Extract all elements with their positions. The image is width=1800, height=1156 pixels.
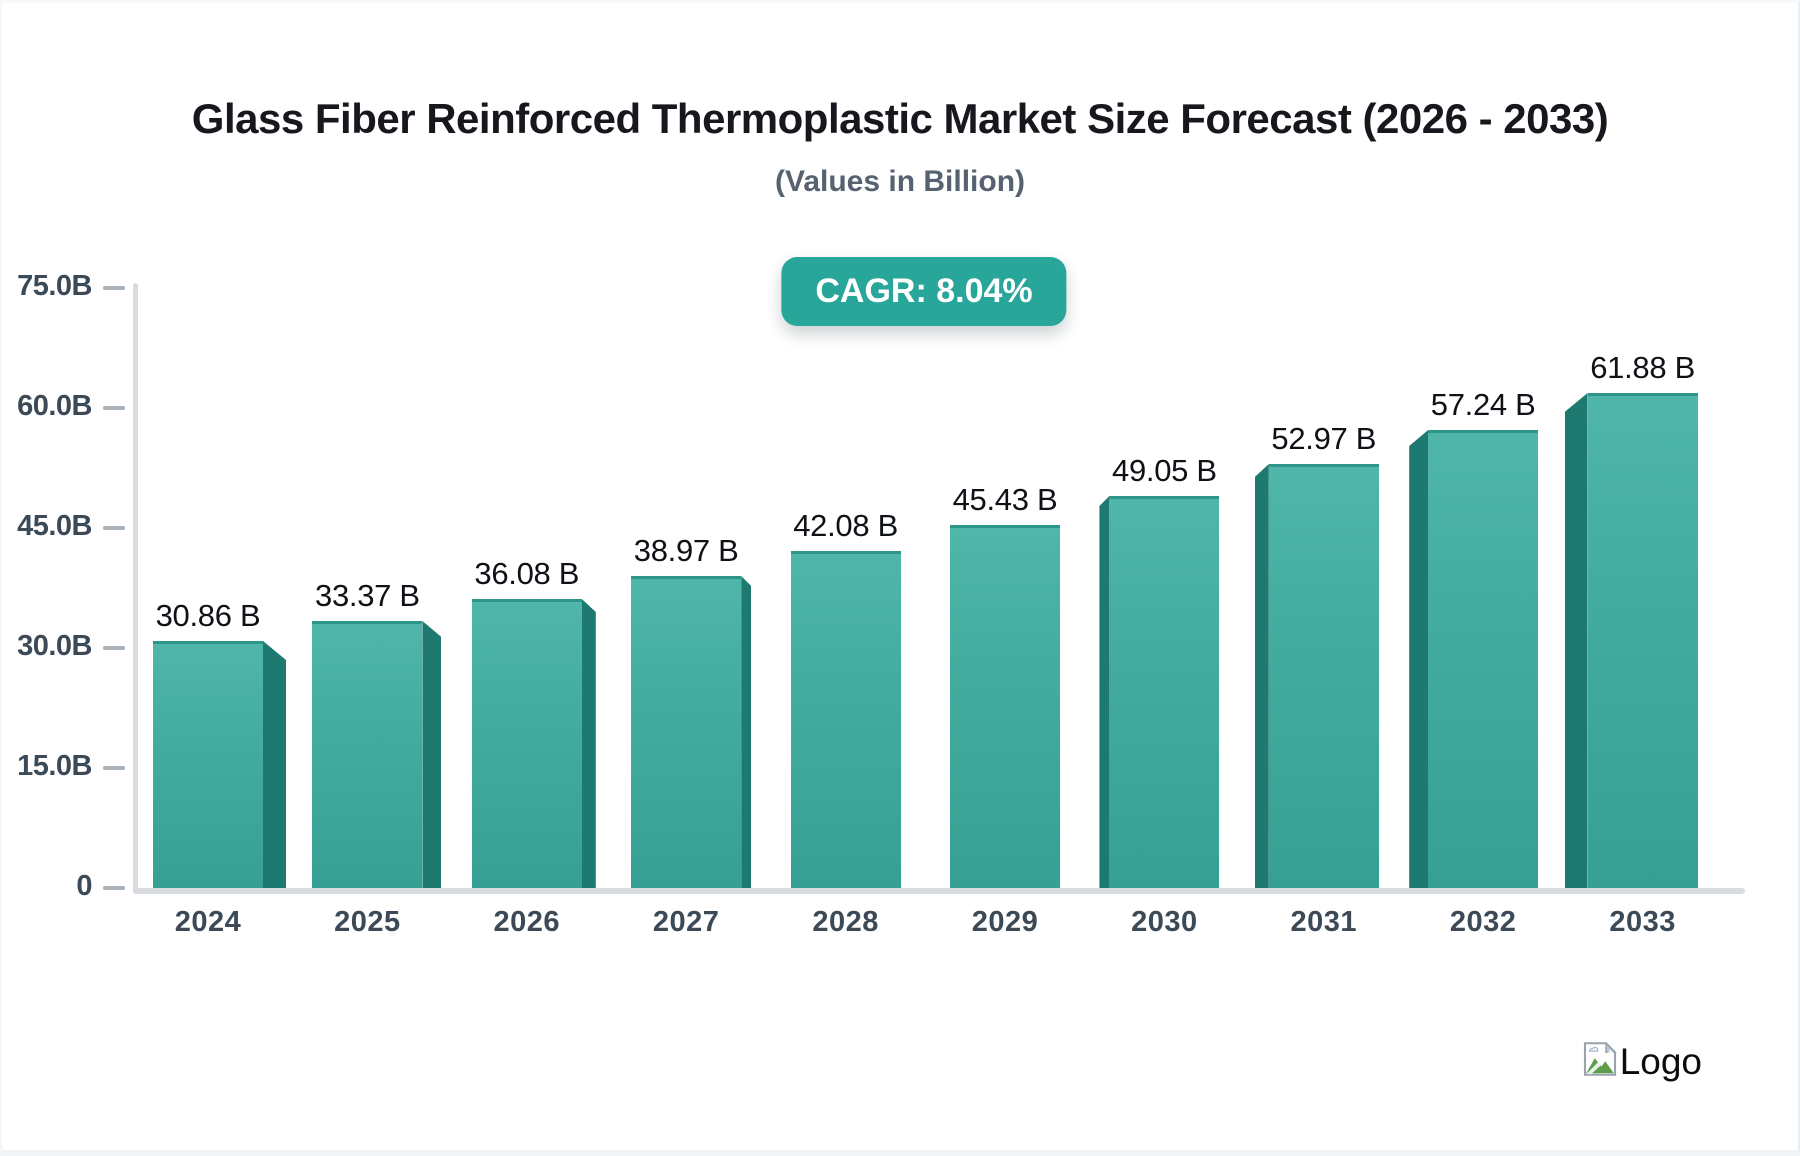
bar-value-label: 57.24 B xyxy=(1430,387,1536,422)
bar-side-3d xyxy=(1409,430,1429,888)
chart-title: Glass Fiber Reinforced Thermoplastic Mar… xyxy=(191,95,1609,142)
y-axis-tick-mark xyxy=(103,286,125,290)
bar xyxy=(631,576,742,888)
bar-value-label: 30.86 B xyxy=(155,598,261,633)
bar-value-label: 42.08 B xyxy=(793,508,898,543)
y-axis-tick-label: 45.0B xyxy=(17,510,92,542)
x-axis-label: 2024 xyxy=(174,906,242,938)
bar-value-label: 52.97 B xyxy=(1271,421,1377,456)
y-axis-tick-mark xyxy=(103,766,125,770)
bar-value-label: 33.37 B xyxy=(315,578,420,613)
x-axis-label: 2028 xyxy=(812,906,879,938)
x-axis-label: 2029 xyxy=(971,906,1039,938)
bar-side-3d xyxy=(1099,496,1110,888)
x-axis-label: 2026 xyxy=(493,906,561,938)
y-axis-tick-mark xyxy=(103,646,125,650)
bar-side-3d xyxy=(263,641,286,888)
bar-side-3d xyxy=(422,621,442,888)
bar xyxy=(1587,393,1698,888)
bar xyxy=(153,641,263,888)
y-axis-line xyxy=(133,283,138,894)
y-axis-tick-mark xyxy=(103,526,125,530)
bar xyxy=(1268,464,1379,888)
logo-placeholder: Logo xyxy=(1582,1041,1702,1083)
x-axis-label: 2031 xyxy=(1290,906,1358,938)
broken-image-icon xyxy=(1583,1041,1617,1076)
bar-side-3d xyxy=(1564,393,1588,888)
x-axis-label: 2030 xyxy=(1131,906,1198,938)
bar-value-label: 45.43 B xyxy=(952,482,1058,517)
bar-value-label: 38.97 B xyxy=(633,533,739,568)
bar-value-label: 49.05 B xyxy=(1112,453,1217,488)
y-axis-tick-mark xyxy=(103,406,125,410)
bar-value-label: 61.88 B xyxy=(1590,350,1695,385)
bar-value-label: 36.08 B xyxy=(474,556,580,591)
x-axis-label: 2027 xyxy=(652,906,720,938)
y-axis-tick-label: 75.0B xyxy=(17,270,92,302)
bar xyxy=(1428,430,1539,888)
x-axis-label: 2025 xyxy=(334,906,401,938)
bar-side-3d xyxy=(741,576,752,888)
bar xyxy=(312,621,423,888)
logo-alt-text: Logo xyxy=(1619,1041,1702,1082)
y-axis-tick-mark xyxy=(103,886,125,890)
x-axis-label: 2032 xyxy=(1449,906,1517,938)
bar xyxy=(471,599,582,888)
bar xyxy=(1109,496,1220,888)
bar xyxy=(950,525,1060,888)
x-axis-label: 2033 xyxy=(1609,906,1676,938)
cagr-badge: CAGR: 8.04% xyxy=(781,257,1067,326)
bar-side-3d xyxy=(581,599,596,888)
bar xyxy=(790,551,901,888)
y-axis-tick-label: 30.0B xyxy=(17,630,92,662)
y-axis-tick-label: 60.0B xyxy=(17,390,92,422)
bar-side-3d xyxy=(1254,464,1269,888)
x-axis-line xyxy=(133,888,1745,894)
chart-subtitle: (Values in Billion) xyxy=(774,165,1026,198)
y-axis-tick-label: 15.0B xyxy=(17,750,92,782)
y-axis-tick-label: 0 xyxy=(76,870,92,902)
